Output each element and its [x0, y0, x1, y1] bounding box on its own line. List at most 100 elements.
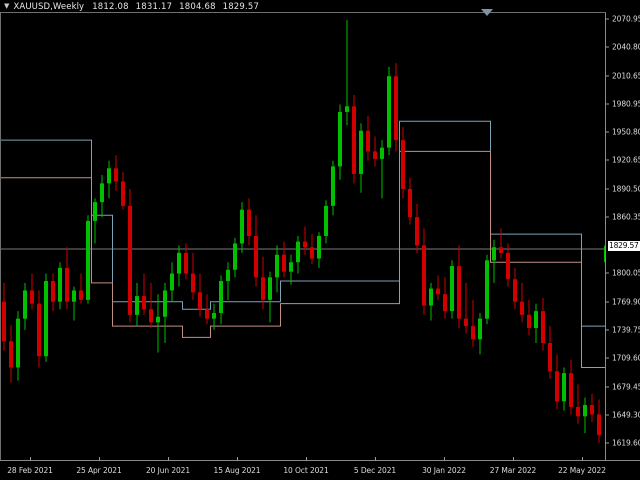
time-tick: [582, 457, 583, 461]
candle-body: [331, 166, 335, 206]
price-tick: [606, 159, 609, 161]
candle-body: [583, 405, 587, 417]
time-axis[interactable]: 28 Feb 2021 25 Apr 2021 20 Jun 2021 15 Aug …: [0, 457, 640, 480]
time-axis-label: 25 Apr 2021: [76, 466, 122, 475]
time-axis-label: 28 Feb 2021: [7, 466, 53, 475]
candle-body: [247, 209, 251, 236]
candle-body: [170, 273, 174, 291]
time-tick: [168, 457, 169, 461]
scale-fix-marker-icon[interactable]: [481, 9, 493, 16]
candle-body: [541, 311, 545, 344]
candle-body: [72, 290, 76, 302]
candle-body: [100, 183, 104, 203]
candle-body: [37, 303, 41, 357]
price-tick: [606, 272, 609, 274]
price-tick: [606, 329, 609, 331]
price-axis-label: 1920.65: [612, 155, 640, 165]
candle-body: [2, 301, 6, 342]
candle-body: [23, 290, 27, 319]
candle-body: [226, 269, 230, 282]
time-tick: [306, 457, 307, 461]
chart-plot-area[interactable]: [0, 13, 606, 460]
price-tick: [606, 131, 609, 133]
candle-body: [387, 76, 391, 148]
candle-body: [268, 277, 272, 300]
ohlc-values: 1812.08 1831.17 1804.68 1829.57: [92, 2, 263, 12]
price-axis-label: 1619.60: [612, 438, 640, 448]
price-axis-label: 1679.45: [612, 382, 640, 392]
candle-body: [471, 326, 475, 340]
plot-top-border: [0, 12, 606, 13]
candle-body: [191, 273, 195, 293]
time-tick: [444, 457, 445, 461]
time-tick: [99, 457, 100, 461]
time-axis-label: 5 Dec 2021: [353, 466, 397, 475]
candle-body: [135, 296, 139, 315]
candle-body: [485, 260, 489, 319]
price-tick: [606, 216, 609, 218]
price-axis-label: 1980.95: [612, 99, 640, 109]
candle-body: [121, 181, 125, 206]
candle-body: [345, 106, 349, 112]
candle-body: [261, 277, 265, 300]
symbol-info-bar: ▼ XAUUSD,Weekly 1812.08 1831.17 1804.68 …: [0, 0, 640, 13]
candle-body: [324, 205, 328, 236]
time-axis-label: 20 Jun 2021: [145, 466, 191, 475]
candle-body: [142, 296, 146, 310]
candle-body: [415, 217, 419, 246]
time-tick: [237, 457, 238, 461]
lower-step-band: [0, 150, 606, 368]
candle-body: [296, 241, 300, 263]
candle-body: [212, 312, 216, 319]
price-axis-label: 1860.35: [612, 212, 640, 222]
candle-body: [429, 288, 433, 306]
ohlc-high: 1831.17: [135, 1, 173, 12]
time-axis-label: 15 Aug 2021: [213, 466, 261, 475]
candle-body: [569, 373, 573, 407]
indicator-lines: [0, 120, 606, 368]
time-axis-label: 22 May 2022: [558, 466, 606, 475]
candle-body: [30, 290, 34, 304]
time-axis-label: 10 Oct 2021: [283, 466, 329, 475]
candle-body: [457, 266, 461, 319]
price-axis-label: 1649.30: [612, 410, 640, 420]
current-price-label: 1829.57: [607, 239, 640, 252]
price-axis[interactable]: 2070.95 2040.80 2010.65 1980.95 1950.80 1920.…: [606, 13, 640, 460]
price-tick: [606, 75, 609, 77]
price-axis-label: 1890.50: [612, 184, 640, 193]
price-tick: [606, 18, 609, 20]
candle-body: [44, 281, 48, 357]
candle-body: [156, 316, 160, 323]
plot-right-border: [605, 13, 606, 460]
price-tick: [606, 386, 609, 388]
candle-body: [310, 247, 314, 259]
candle-body: [79, 290, 83, 300]
time-tick: [513, 457, 514, 461]
candle-body: [548, 343, 552, 372]
plot-bottom-border: [0, 460, 640, 461]
price-tick: [606, 301, 609, 303]
candle-body: [408, 188, 412, 218]
candle-body: [184, 252, 188, 274]
price-tick: [606, 442, 609, 444]
candle-body: [58, 267, 62, 302]
candle-body: [527, 314, 531, 329]
candle-body: [149, 309, 153, 323]
candle-body: [359, 130, 363, 174]
candle-body: [478, 318, 482, 340]
candle-body: [177, 252, 181, 274]
candle-body: [562, 373, 566, 402]
candle-body: [555, 371, 559, 402]
candle-body: [534, 311, 538, 329]
candle-body: [422, 245, 426, 306]
candle-body: [65, 267, 69, 302]
candle-body: [282, 254, 286, 272]
ohlc-open: 1812.08: [92, 1, 129, 12]
chart-menu-caret-icon[interactable]: ▼: [4, 2, 10, 10]
candle-series: [2, 19, 606, 443]
candle-body: [93, 202, 97, 221]
price-tick: [606, 46, 609, 48]
candle-body: [443, 294, 447, 312]
price-axis-label: 1739.75: [612, 325, 640, 335]
